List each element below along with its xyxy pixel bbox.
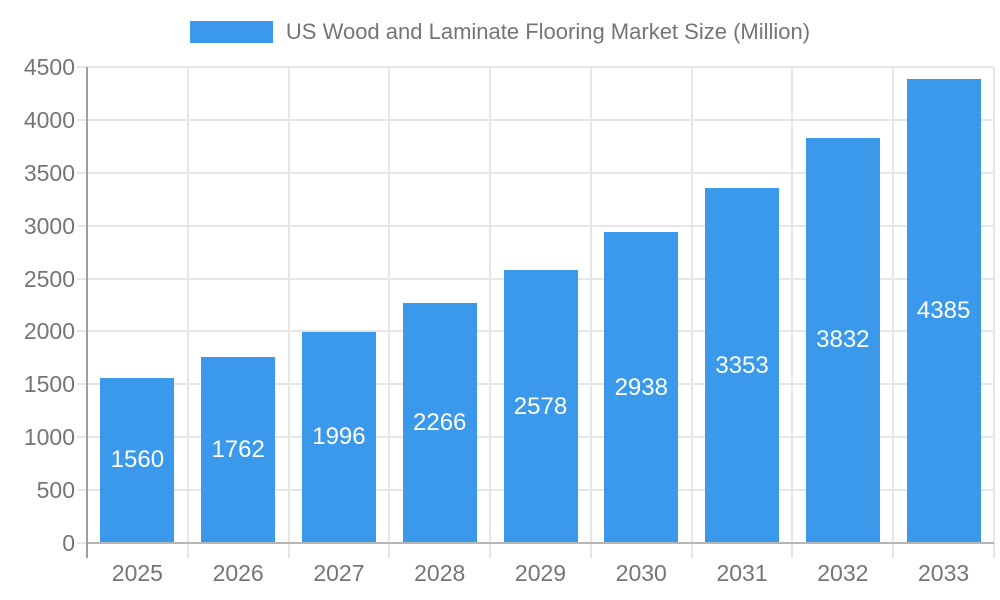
gridline-vertical bbox=[388, 67, 391, 558]
bar-value-label: 1996 bbox=[312, 423, 366, 451]
bar[interactable]: 2266 bbox=[402, 303, 477, 543]
gridline-horizontal bbox=[77, 224, 994, 227]
bar[interactable]: 1560 bbox=[100, 377, 175, 543]
legend-label: US Wood and Laminate Flooring Market Siz… bbox=[285, 19, 811, 44]
y-axis-tick-label: 4500 bbox=[23, 54, 75, 80]
bar[interactable]: 3832 bbox=[805, 137, 880, 543]
bar-value-label: 1762 bbox=[211, 435, 265, 463]
y-axis-tick-label: 3500 bbox=[23, 159, 75, 186]
bar[interactable]: 2578 bbox=[503, 270, 578, 543]
gridline-vertical bbox=[287, 67, 290, 558]
x-axis-tick-label: 2030 bbox=[615, 560, 667, 586]
y-axis-line bbox=[86, 67, 88, 558]
gridline-horizontal bbox=[77, 118, 994, 121]
bar-value-label: 2578 bbox=[513, 392, 568, 420]
gridline-vertical bbox=[186, 67, 189, 558]
legend: US Wood and Laminate Flooring Market Siz… bbox=[0, 21, 1000, 43]
bar[interactable]: 3353 bbox=[705, 188, 780, 543]
y-axis-tick-label: 500 bbox=[36, 477, 75, 504]
x-axis-tick-label: 2032 bbox=[817, 560, 869, 586]
x-axis-tick-label: 2029 bbox=[514, 560, 567, 586]
x-axis-tick-label: 2027 bbox=[313, 560, 365, 586]
gridline-vertical bbox=[489, 67, 492, 558]
x-axis-tick-label: 2028 bbox=[414, 560, 466, 586]
x-axis-tick-label: 2033 bbox=[918, 560, 970, 586]
x-axis-tick-label: 2031 bbox=[716, 560, 768, 586]
gridline-vertical bbox=[791, 67, 794, 558]
legend-item[interactable]: US Wood and Laminate Flooring Market Siz… bbox=[189, 19, 811, 44]
bar-value-label: 1560 bbox=[110, 446, 165, 474]
x-axis-tick-label: 2025 bbox=[111, 560, 163, 586]
y-axis-tick-label: 2500 bbox=[23, 265, 75, 292]
y-axis-tick-label: 0 bbox=[62, 530, 75, 556]
bar-value-label: 3353 bbox=[715, 351, 769, 379]
bar-value-label: 2266 bbox=[413, 409, 467, 437]
gridline-vertical bbox=[993, 67, 995, 558]
y-axis-tick-label: 1500 bbox=[23, 371, 75, 398]
y-axis-tick-label: 4000 bbox=[23, 106, 75, 133]
gridline-vertical bbox=[690, 67, 693, 558]
y-axis-tick-label: 1000 bbox=[23, 424, 75, 451]
gridline-vertical bbox=[892, 67, 895, 558]
gridline-horizontal bbox=[77, 66, 994, 68]
x-axis-tick-label: 2026 bbox=[212, 560, 264, 586]
bar[interactable]: 1762 bbox=[201, 356, 276, 543]
bar[interactable]: 4385 bbox=[906, 79, 981, 543]
y-axis-tick-label: 2000 bbox=[23, 318, 75, 345]
gridline-vertical bbox=[589, 67, 592, 558]
bar-value-label: 3832 bbox=[816, 326, 870, 354]
x-axis-line bbox=[87, 542, 994, 544]
bar-value-label: 4385 bbox=[916, 297, 971, 325]
bar[interactable]: 2938 bbox=[604, 232, 679, 543]
bar[interactable]: 1996 bbox=[301, 331, 376, 543]
y-axis-tick-label: 3000 bbox=[23, 212, 75, 239]
legend-swatch bbox=[189, 21, 273, 43]
gridline-horizontal bbox=[77, 171, 994, 174]
bar-value-label: 2938 bbox=[614, 373, 668, 401]
